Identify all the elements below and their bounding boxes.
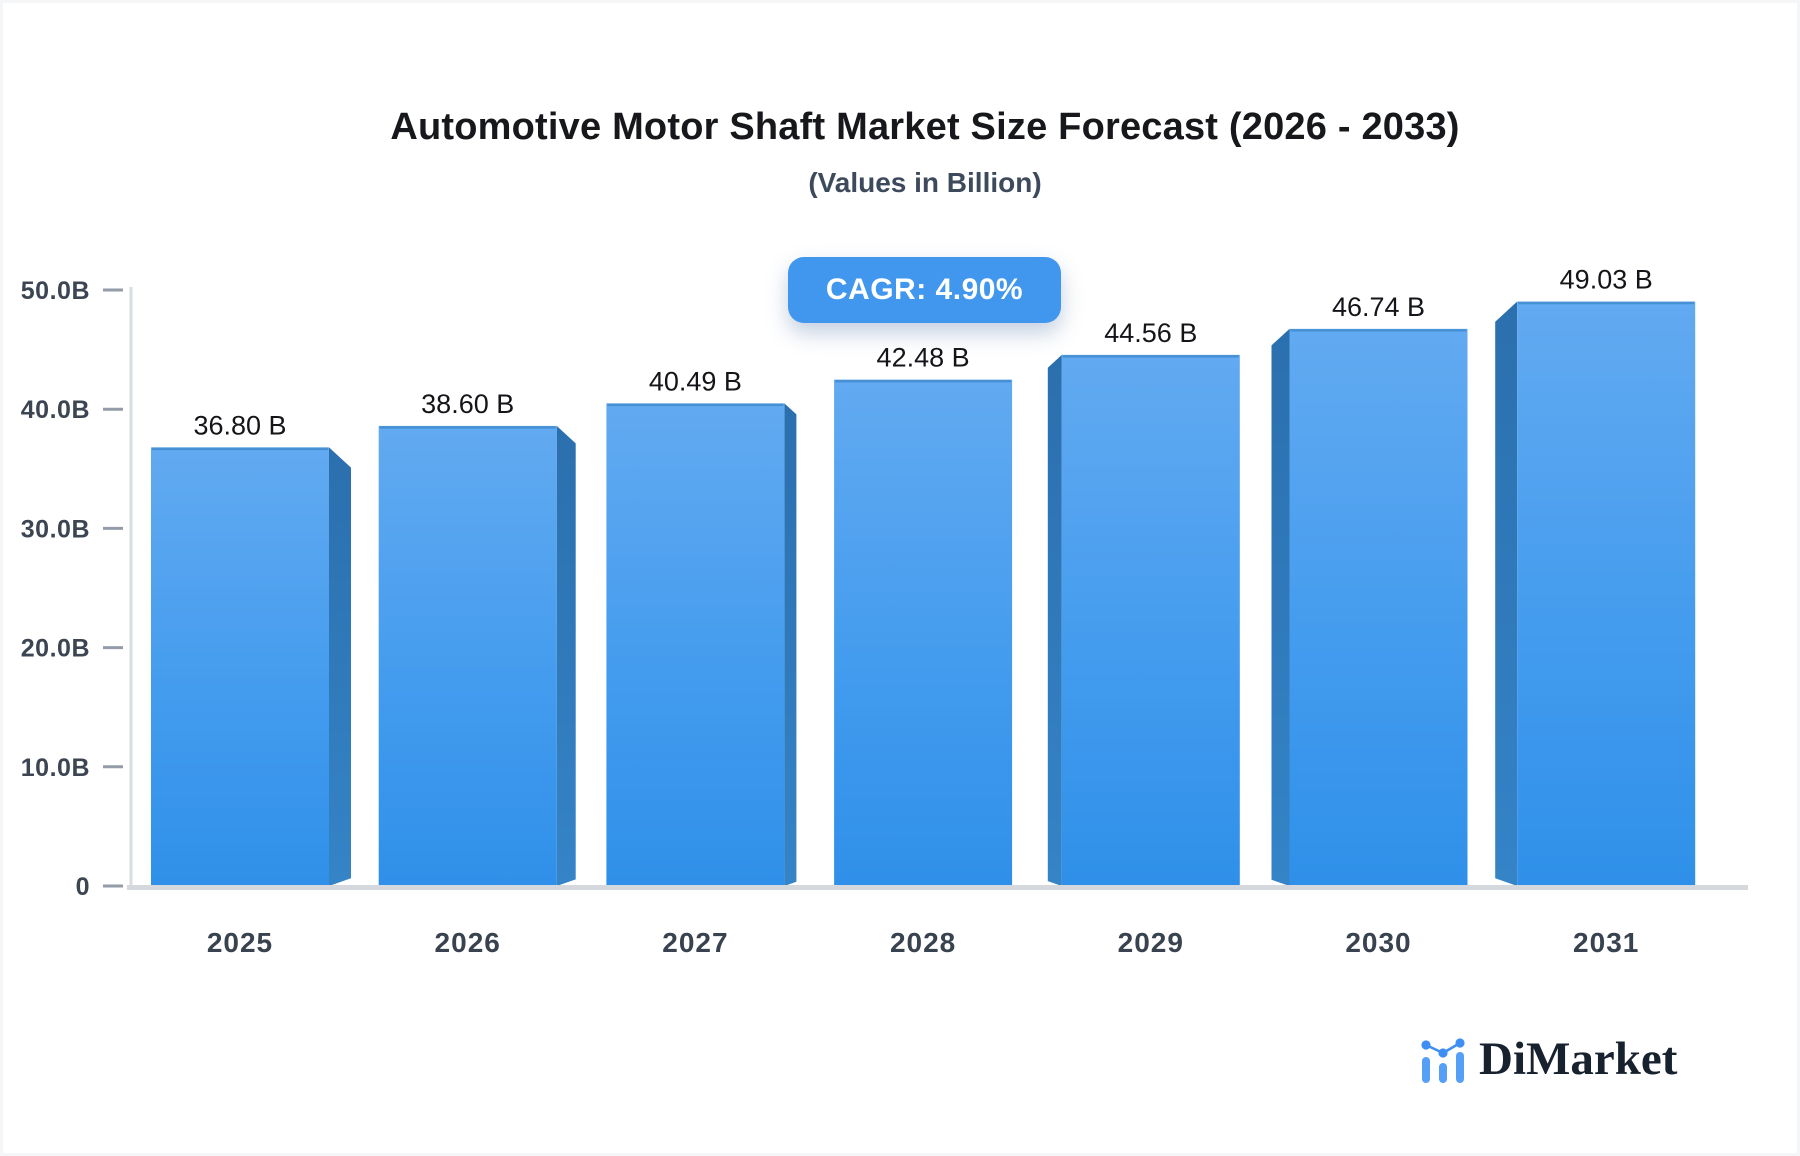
bar-2028[interactable] [834,379,1013,886]
bar-value-label: 40.49 B [649,366,742,396]
dimarket-logo-icon [1421,1038,1465,1083]
y-axis-label: 50.0B [21,277,90,305]
cagr-badge-label: CAGR: 4.90% [825,273,1024,306]
bar-value-label: 46.74 B [1332,292,1425,322]
x-axis-label-2030: 2030 [1345,927,1411,958]
bar-2031[interactable] [1495,301,1696,887]
bar-face [606,403,785,886]
bar-2029[interactable] [1047,354,1240,886]
bar-side-3d [329,447,351,886]
bar-face [1061,354,1240,886]
y-axis-label: 40.0B [21,396,90,424]
bar-value-label: 36.80 B [193,410,286,440]
bar-value-label: 38.60 B [421,389,514,419]
bar-value-label: 42.48 B [877,343,970,373]
bar-2026[interactable] [378,425,576,886]
x-axis-label-2028: 2028 [890,927,956,958]
x-axis-label-2025: 2025 [207,927,273,958]
chart-title: Automotive Motor Shaft Market Size Forec… [390,106,1460,148]
bar-side-3d [1495,301,1518,887]
cagr-badge: CAGR: 4.90% [788,257,1061,323]
bar-2030[interactable] [1271,328,1468,886]
bar-face [834,379,1013,886]
x-axis-label-2029: 2029 [1118,927,1184,958]
y-axis-label: 20.0B [21,635,90,663]
y-axis-label: 30.0B [21,515,90,543]
bar-face [378,425,557,886]
dimarket-logo-text: DiMarket [1479,1033,1678,1085]
y-axis-label: 10.0B [21,754,90,782]
x-axis-label-2031: 2031 [1573,927,1639,958]
bar-side-3d [1271,328,1290,886]
bar-face [1289,328,1468,886]
bar-value-label: 49.03 B [1560,265,1653,295]
y-axis-label: 0 [76,873,90,901]
bar-side-3d [1047,354,1062,886]
dimarket-logo: DiMarket [1420,1036,1677,1083]
bar-face [151,447,329,886]
chart-subtitle: (Values in Billion) [808,167,1042,198]
bar-side-3d [784,403,797,886]
bar-2025[interactable] [151,447,351,886]
bar-side-3d [556,425,576,886]
bar-2027[interactable] [606,403,797,886]
bar-face [1517,301,1696,887]
x-axis-label-2027: 2027 [662,927,728,958]
x-axis-label-2026: 2026 [435,927,501,958]
chart-header: Automotive Motor Shaft Market Size Forec… [50,106,1800,199]
bar-value-label: 44.56 B [1104,318,1197,348]
